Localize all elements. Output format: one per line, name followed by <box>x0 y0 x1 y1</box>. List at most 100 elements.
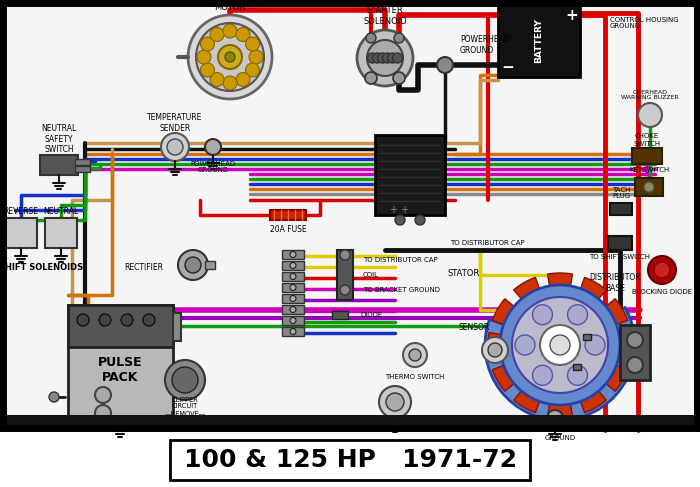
Circle shape <box>236 73 250 87</box>
Circle shape <box>178 250 208 280</box>
Text: STARTER
MOTOR: STARTER MOTOR <box>211 0 248 12</box>
Text: TEMPERATURE
SENDER: TEMPERATURE SENDER <box>147 113 203 132</box>
Circle shape <box>49 392 59 402</box>
Text: STATOR: STATOR <box>448 268 480 278</box>
Bar <box>282 261 304 270</box>
Circle shape <box>366 33 376 43</box>
Circle shape <box>290 318 296 323</box>
Text: RECTIFIER: RECTIFIER <box>124 262 163 271</box>
Text: NEUTRAL
SAFETY
SWITCH: NEUTRAL SAFETY SWITCH <box>41 124 76 154</box>
Text: TO BRACKET GROUND: TO BRACKET GROUND <box>363 287 440 293</box>
Circle shape <box>644 182 654 192</box>
Circle shape <box>415 215 425 225</box>
Text: CHOKE
SWITCH: CHOKE SWITCH <box>634 133 661 147</box>
Circle shape <box>648 256 676 284</box>
Wedge shape <box>492 345 560 391</box>
Bar <box>282 327 304 336</box>
Circle shape <box>290 296 296 301</box>
Wedge shape <box>560 333 632 357</box>
Wedge shape <box>514 345 560 412</box>
Text: DIODE: DIODE <box>360 312 382 318</box>
Circle shape <box>550 335 570 355</box>
Circle shape <box>533 365 552 385</box>
Circle shape <box>218 45 242 69</box>
Wedge shape <box>547 273 573 345</box>
Circle shape <box>340 285 350 295</box>
Circle shape <box>372 53 382 63</box>
Circle shape <box>290 274 296 280</box>
Bar <box>3 415 697 428</box>
Circle shape <box>246 37 260 51</box>
Bar <box>173 313 181 341</box>
Circle shape <box>200 37 214 51</box>
Circle shape <box>210 27 224 41</box>
Circle shape <box>568 365 587 385</box>
Circle shape <box>290 251 296 258</box>
Circle shape <box>188 15 272 99</box>
Text: CLIPPER
CIRCUIT
—REMOVE—
THIS: CLIPPER CIRCUIT —REMOVE— THIS <box>164 396 206 424</box>
Circle shape <box>568 305 587 325</box>
Text: TO SHIFT SWITCH: TO SHIFT SWITCH <box>589 254 650 260</box>
Circle shape <box>547 410 563 426</box>
Circle shape <box>515 335 535 355</box>
Circle shape <box>393 53 402 63</box>
Circle shape <box>340 250 350 260</box>
Bar <box>75 166 90 172</box>
Circle shape <box>437 57 453 73</box>
Text: −: − <box>502 59 514 75</box>
Circle shape <box>167 139 183 155</box>
Bar <box>205 261 215 269</box>
Text: REVERSE: REVERSE <box>4 207 38 217</box>
Circle shape <box>482 337 508 363</box>
Bar <box>68 305 173 423</box>
Circle shape <box>121 314 133 326</box>
Bar <box>68 305 173 347</box>
Bar <box>282 272 304 281</box>
Bar <box>632 148 662 164</box>
Bar <box>608 236 632 250</box>
Text: SENSOR: SENSOR <box>458 323 490 333</box>
Bar <box>270 210 306 220</box>
Bar <box>375 135 445 215</box>
Text: POWERHEAD
GROUND: POWERHEAD GROUND <box>190 161 236 173</box>
Text: CONTROL HOUSING
GROUND: CONTROL HOUSING GROUND <box>610 17 678 30</box>
Circle shape <box>512 297 608 393</box>
Circle shape <box>143 314 155 326</box>
Circle shape <box>365 72 377 84</box>
Bar <box>635 178 663 196</box>
Wedge shape <box>560 345 628 391</box>
Bar <box>5 218 37 248</box>
Circle shape <box>382 53 393 63</box>
Text: THERMO SWITCH: THERMO SWITCH <box>385 374 444 380</box>
Text: TO DISTRIBUTOR CAP: TO DISTRIBUTOR CAP <box>363 257 438 263</box>
Circle shape <box>386 393 404 411</box>
Circle shape <box>403 343 427 367</box>
Wedge shape <box>514 277 560 345</box>
Circle shape <box>165 360 205 400</box>
Bar <box>582 334 591 340</box>
Circle shape <box>249 50 263 64</box>
Wedge shape <box>485 307 635 420</box>
Circle shape <box>627 332 643 348</box>
Circle shape <box>393 72 405 84</box>
Text: PULSE
PACK: PULSE PACK <box>98 356 142 384</box>
Circle shape <box>99 314 111 326</box>
Text: 20A FUSE: 20A FUSE <box>270 225 307 233</box>
Circle shape <box>379 386 411 418</box>
Bar <box>282 294 304 303</box>
Circle shape <box>638 103 662 127</box>
Text: POWERHEAD
GROUND: POWERHEAD GROUND <box>460 35 510 55</box>
Wedge shape <box>547 345 573 417</box>
Circle shape <box>388 53 398 63</box>
Bar <box>282 250 304 259</box>
Wedge shape <box>560 345 606 412</box>
Circle shape <box>394 33 404 43</box>
Circle shape <box>409 349 421 361</box>
Bar <box>282 283 304 292</box>
Circle shape <box>540 325 580 365</box>
Text: OVERHEAD
WARNING BUZZER: OVERHEAD WARNING BUZZER <box>621 90 679 100</box>
Text: CHOKE SOLENOID: CHOKE SOLENOID <box>364 423 426 429</box>
Circle shape <box>395 215 405 225</box>
Bar <box>170 440 530 480</box>
Circle shape <box>161 133 189 161</box>
